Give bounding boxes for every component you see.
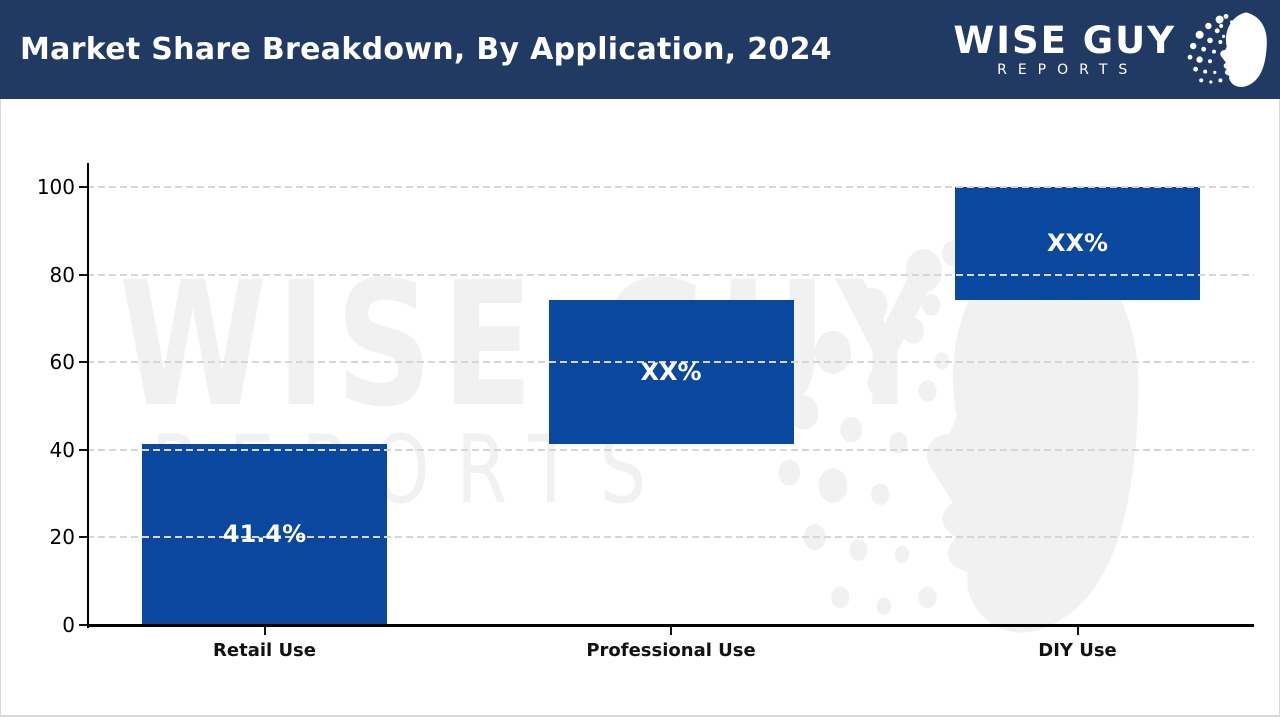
y-axis-tick-label: 0 (62, 613, 75, 637)
y-gridline (87, 448, 1254, 451)
plot-area: 0 20 40 60 80 100 41.4% XX% XX% Retail Use Profess… (1, 99, 1279, 715)
y-gridline (87, 536, 1254, 539)
x-axis-tick (263, 626, 266, 635)
x-axis-tick (1076, 626, 1079, 635)
x-axis-category-label: Professional Use (586, 640, 756, 661)
y-axis-tick (79, 273, 87, 276)
bar-3 (955, 187, 1200, 300)
y-axis-tick-label: 40 (49, 437, 75, 462)
x-axis-category-label: Retail Use (213, 640, 316, 661)
y-gridline (87, 361, 1254, 364)
x-axis-category-label: DIY Use (1038, 640, 1117, 661)
brand-wordmark: WISE GUY (953, 19, 1176, 62)
bar-1 (142, 443, 387, 625)
y-axis-spine (87, 163, 89, 628)
bar-value-label: XX% (1046, 229, 1109, 258)
wiseguy-face-icon (1187, 11, 1267, 87)
page-title: Market Share Breakdown, By Application, … (20, 32, 832, 67)
bar-value-label: XX% (640, 357, 702, 386)
y-axis-tick (79, 448, 87, 451)
chart-canvas: WISE GUY REPORTS 0 20 40 60 80 100 41.4% XX% XX%… (0, 99, 1280, 717)
brand-logo-text: WISE GUY REPORTS (953, 22, 1176, 77)
brand-subtext: REPORTS (997, 62, 1139, 78)
y-axis-tick-label: 20 (49, 525, 75, 550)
bar-2 (548, 299, 794, 444)
x-axis-tick (670, 626, 672, 635)
y-axis-tick (79, 186, 87, 188)
brand-logo: WISE GUY REPORTS (953, 0, 1270, 99)
y-gridline (87, 186, 1254, 188)
y-axis-tick (79, 361, 87, 364)
y-axis-tick (79, 536, 87, 539)
y-gridline (87, 273, 1254, 276)
bar-value-label: 41.4% (222, 520, 307, 549)
header-bar: Market Share Breakdown, By Application, … (0, 0, 1280, 99)
y-axis-tick-label: 100 (36, 175, 75, 199)
y-axis-tick (79, 624, 87, 626)
y-axis-tick-label: 60 (49, 350, 75, 375)
x-axis-spine (87, 624, 1254, 627)
y-axis-tick-label: 80 (49, 262, 75, 287)
